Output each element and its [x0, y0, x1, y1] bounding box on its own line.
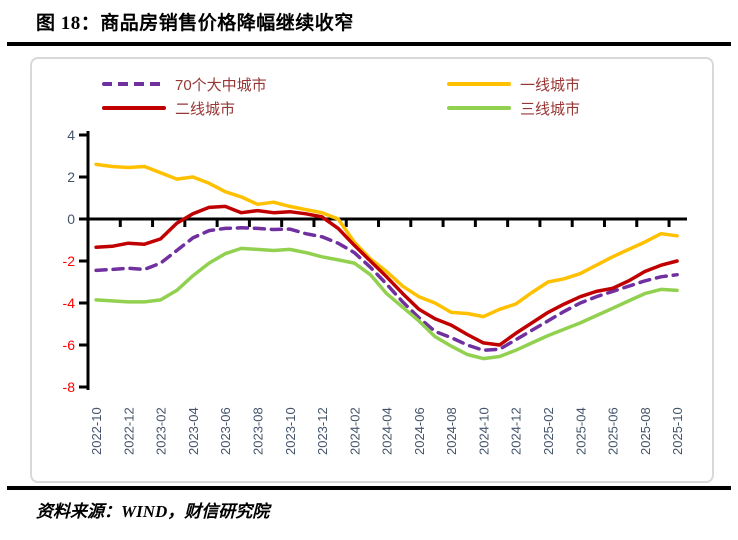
svg-text:2024-06: 2024-06 [412, 407, 427, 455]
legend-line-tier2-icon [102, 106, 166, 110]
legend-label-tier2: 二线城市 [175, 100, 236, 118]
svg-text:2025-10: 2025-10 [670, 407, 685, 455]
svg-text:2024-12: 2024-12 [509, 407, 524, 455]
svg-text:2024-08: 2024-08 [444, 407, 459, 455]
legend-label-tier3: 三线城市 [520, 100, 581, 118]
chart-plot: 4 2 0 -2 -4 -6 -8 2022-10 2022-12 2023-02 2023-04 2… [63, 127, 687, 455]
legend-item-tier2: 二线城市 [102, 98, 447, 119]
svg-text:2022-10: 2022-10 [89, 407, 104, 455]
svg-text:2024-04: 2024-04 [380, 407, 395, 455]
svg-text:2: 2 [67, 169, 75, 185]
svg-text:2023-10: 2023-10 [283, 407, 298, 455]
svg-text:2023-02: 2023-02 [154, 407, 169, 455]
svg-text:-6: -6 [63, 337, 76, 353]
legend-item-tier3: 三线城市 [447, 98, 580, 119]
svg-text:2024-02: 2024-02 [347, 407, 362, 455]
svg-text:2025-04: 2025-04 [573, 407, 588, 455]
svg-text:-4: -4 [63, 295, 76, 311]
legend-item-70-cities: 70个大中城市 [102, 74, 447, 95]
legend-label-tier1: 一线城市 [520, 76, 581, 94]
svg-text:2023-06: 2023-06 [218, 407, 233, 455]
footer-rule [7, 486, 731, 490]
svg-text:4: 4 [67, 127, 75, 143]
svg-text:2023-12: 2023-12 [315, 407, 330, 455]
svg-text:-8: -8 [63, 379, 76, 395]
svg-text:2022-12: 2022-12 [121, 407, 136, 455]
legend-line-tier3-icon [447, 106, 511, 110]
page-title: 图 18：商品房销售价格降幅继续收窄 [36, 13, 354, 34]
chart-legend: 70个大中城市 一线城市 二线城市 三线城市 [102, 72, 580, 120]
chart-panel: 4 2 0 -2 -4 -6 -8 2022-10 2022-12 2023-02 2023-04 2… [30, 57, 714, 483]
legend-line-70-cities-icon [102, 82, 166, 86]
svg-text:2023-04: 2023-04 [186, 407, 201, 455]
svg-text:2024-10: 2024-10 [476, 407, 491, 455]
svg-text:2023-08: 2023-08 [250, 407, 265, 455]
legend-label-70-cities: 70个大中城市 [175, 76, 267, 94]
svg-text:2025-02: 2025-02 [541, 407, 556, 455]
svg-text:2025-08: 2025-08 [638, 407, 653, 455]
legend-item-tier1: 一线城市 [447, 74, 580, 95]
title-rule [7, 42, 731, 46]
data-source: 资料来源：WIND，财信研究院 [36, 502, 270, 521]
legend-line-tier1-icon [447, 82, 511, 86]
svg-text:-2: -2 [63, 253, 76, 269]
svg-text:0: 0 [67, 211, 75, 227]
svg-text:2025-06: 2025-06 [606, 407, 621, 455]
